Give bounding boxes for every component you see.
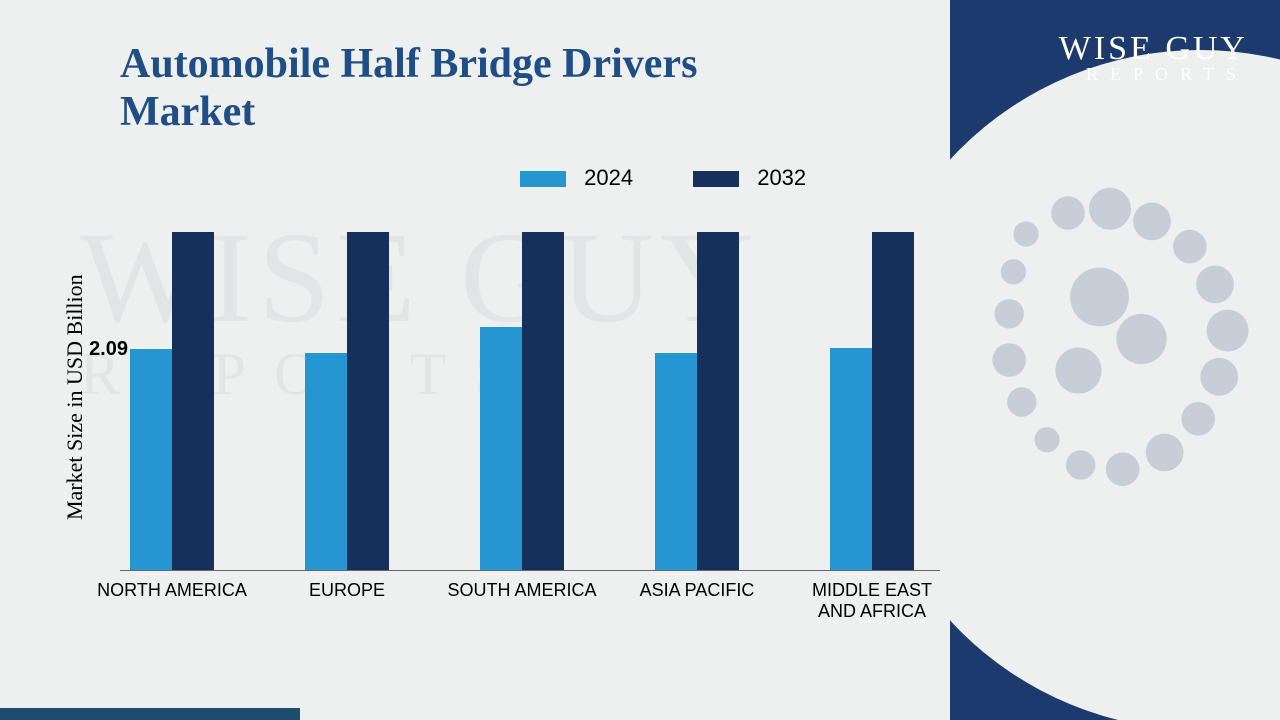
legend-item-2032: 2032	[693, 165, 806, 191]
legend-item-2024: 2024	[520, 165, 633, 191]
bar-2032-2	[522, 232, 564, 570]
bar-2032-3	[697, 232, 739, 570]
chart-title: Automobile Half Bridge Drivers Market	[120, 40, 820, 137]
x-label-3: ASIA PACIFIC	[622, 580, 772, 601]
bar-2024-2	[480, 327, 522, 570]
accent-bar	[0, 708, 300, 720]
bar-2032-0	[172, 232, 214, 570]
bar-2032-1	[347, 232, 389, 570]
bar-2024-0	[130, 349, 172, 570]
logo-line1: WISE GUY	[1059, 30, 1248, 68]
page: WISE GUY REPORTS Automobile Half Bridge …	[0, 0, 1280, 720]
bar-2032-4	[872, 232, 914, 570]
legend-label-2032: 2032	[757, 165, 806, 190]
bar-2024-4	[830, 348, 872, 570]
brand-panel: WISE GUY REPORTS	[950, 0, 1280, 720]
x-label-2: SOUTH AMERICA	[447, 580, 597, 601]
x-label-0: NORTH AMERICA	[97, 580, 247, 601]
brand-logo: WISE GUY REPORTS	[1059, 30, 1248, 85]
plot-area: NORTH AMERICAEUROPESOUTH AMERICAASIA PAC…	[120, 200, 940, 570]
legend-swatch-2032	[693, 171, 739, 187]
bar-2024-1	[305, 353, 347, 570]
x-label-4: MIDDLE EAST AND AFRICA	[797, 580, 947, 621]
x-label-1: EUROPE	[272, 580, 422, 601]
legend-swatch-2024	[520, 171, 566, 187]
x-axis-line	[120, 570, 940, 571]
logo-line2: REPORTS	[1059, 64, 1248, 85]
legend: 2024 2032	[520, 165, 806, 191]
bar-2024-3	[655, 353, 697, 570]
y-axis-label: Market Size in USD Billion	[62, 274, 88, 520]
value-label: 2.09	[68, 338, 128, 361]
head-dots-icon	[950, 150, 1280, 570]
legend-label-2024: 2024	[584, 165, 633, 190]
